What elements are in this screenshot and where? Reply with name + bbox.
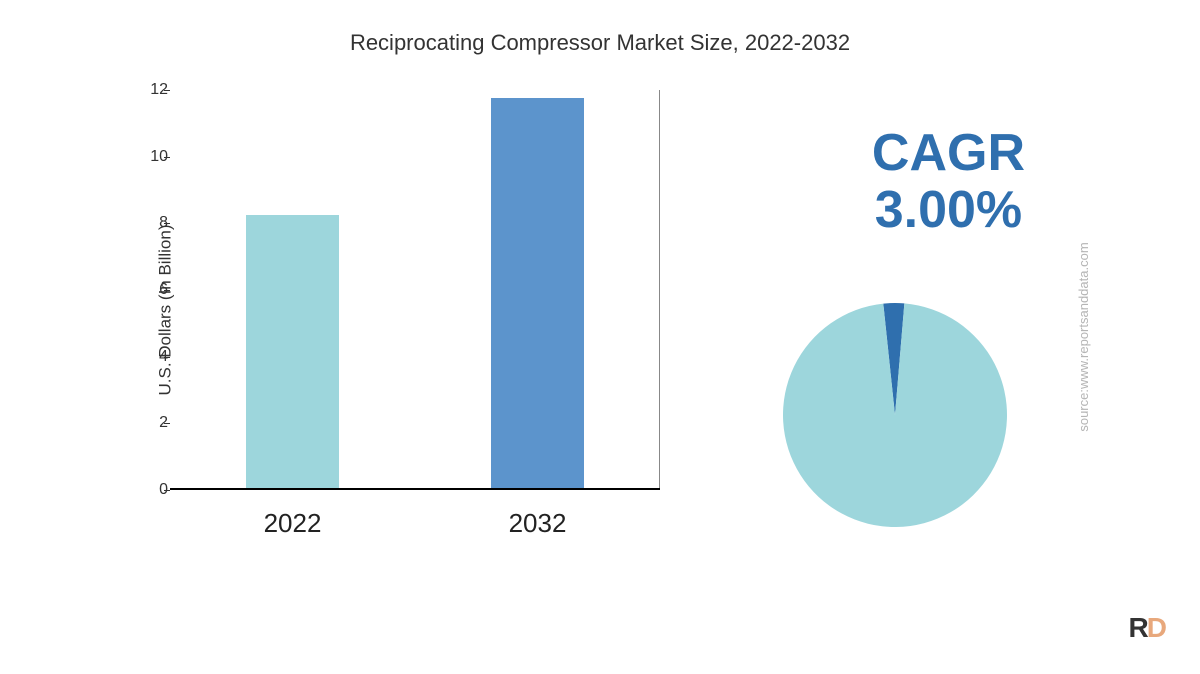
x-tick-label: 2022 xyxy=(264,508,322,539)
y-tick-mark xyxy=(164,90,170,91)
cagr-block: CAGR 3.00% xyxy=(872,125,1025,239)
pie-chart xyxy=(780,300,1010,530)
plot-area xyxy=(170,90,660,490)
logo-r: R xyxy=(1129,612,1147,643)
chart-title: Reciprocating Compressor Market Size, 20… xyxy=(0,30,1200,56)
right-border xyxy=(659,90,660,488)
y-tick-mark xyxy=(164,157,170,158)
source-text: source:www.reportsanddata.com xyxy=(1076,242,1091,431)
chart-container: Reciprocating Compressor Market Size, 20… xyxy=(0,0,1200,674)
y-tick-mark xyxy=(164,423,170,424)
bar xyxy=(491,98,584,488)
logo: RD xyxy=(1129,612,1165,644)
cagr-label: CAGR xyxy=(872,125,1025,182)
bar-chart: U.S. Dollars (In Billion) 02468101220222… xyxy=(130,90,660,530)
pie-svg xyxy=(780,300,1010,530)
y-tick-mark xyxy=(164,357,170,358)
bar xyxy=(246,215,339,488)
y-tick-mark xyxy=(164,223,170,224)
y-tick-mark xyxy=(164,490,170,491)
logo-d: D xyxy=(1147,612,1165,643)
cagr-value: 3.00% xyxy=(872,182,1025,239)
y-tick-mark xyxy=(164,290,170,291)
x-tick-label: 2032 xyxy=(509,508,567,539)
